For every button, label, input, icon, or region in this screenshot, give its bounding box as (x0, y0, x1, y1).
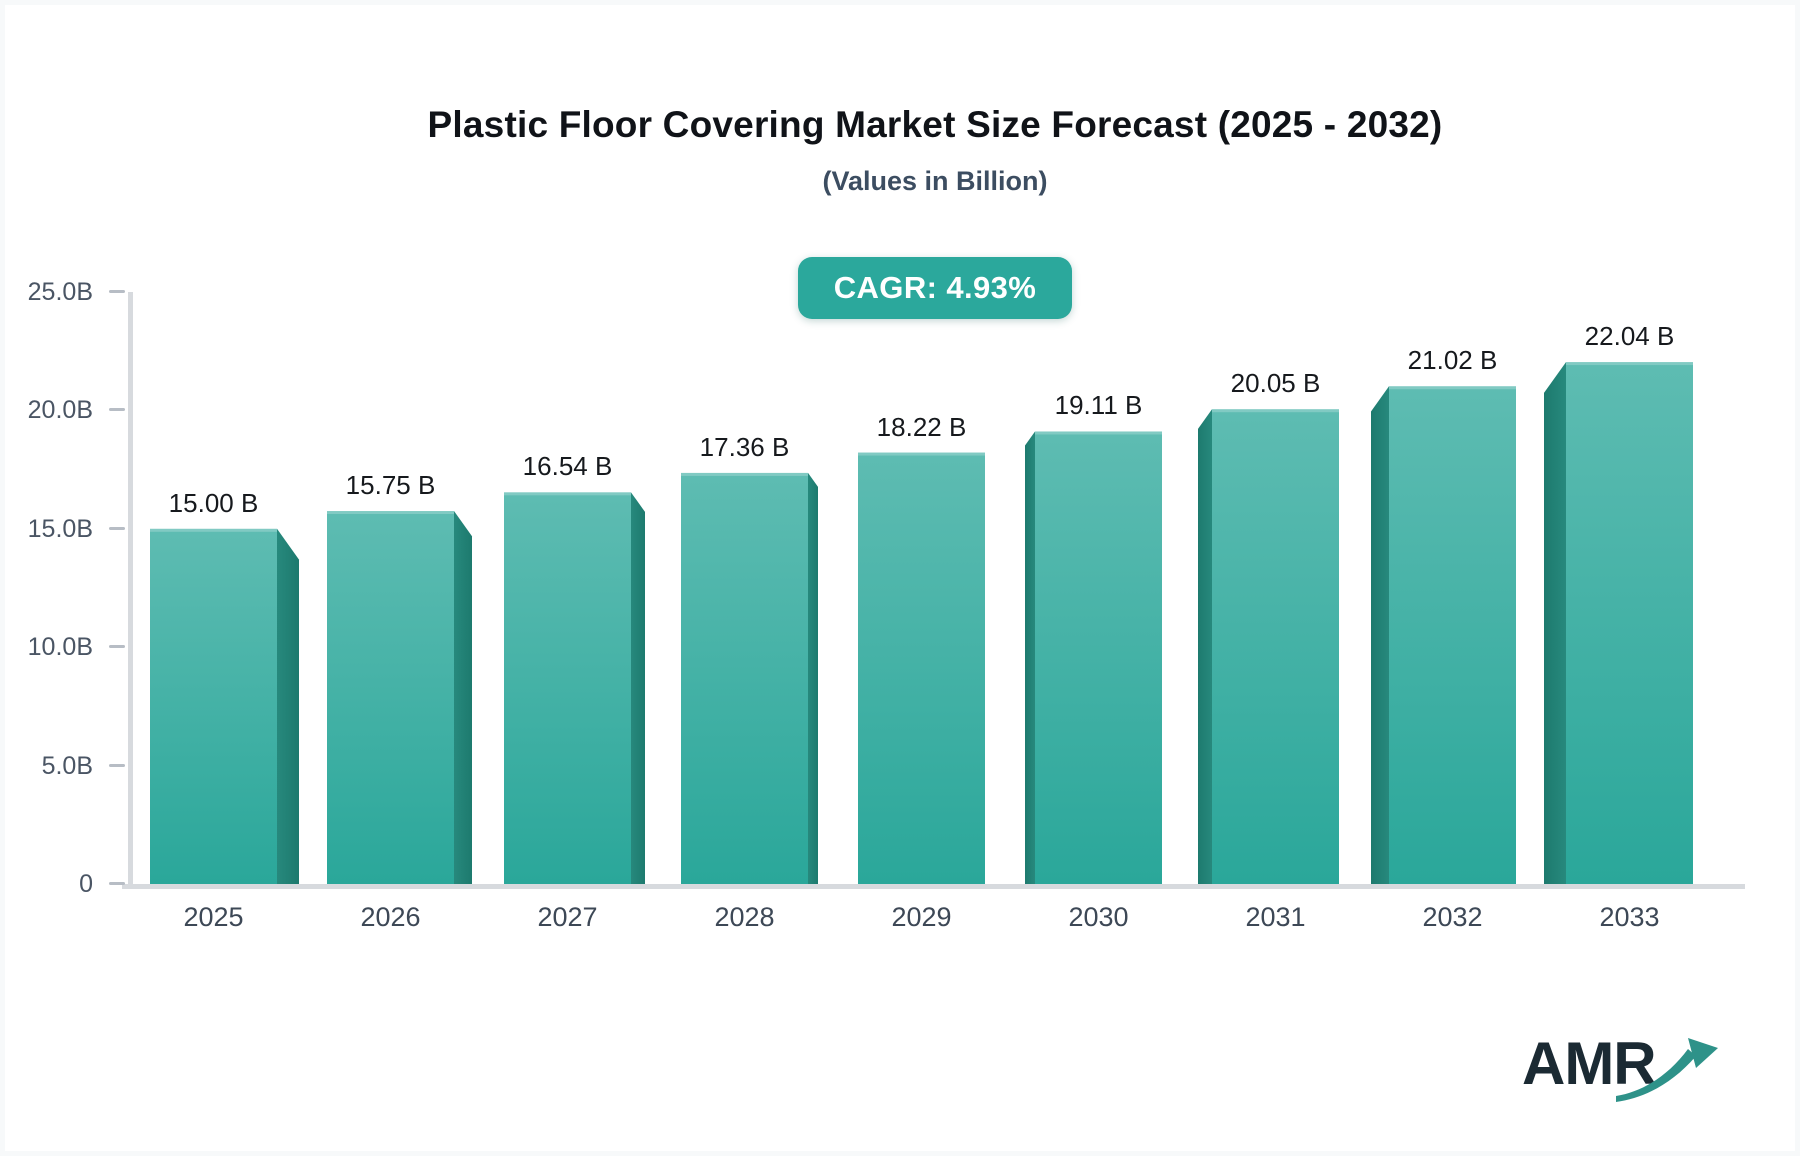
cagr-badge-wrap: CAGR: 4.93% (130, 257, 1740, 319)
x-axis-label: 2033 (1599, 902, 1660, 932)
bar-top-edge (858, 452, 985, 456)
plot-area: 0 5.0B 10.0B 15.0B 20.0B 25.0B 15.00 B 2025 15.7… (28, 278, 1745, 932)
y-axis-tick-dash (109, 882, 125, 885)
bar-front-face (1566, 362, 1693, 885)
trend-up-arrow-icon (1616, 1038, 1718, 1102)
bar-front-face (681, 472, 808, 884)
bar-2029 (858, 452, 985, 884)
bar-value-label: 17.36 B (699, 431, 790, 462)
amr-logo: AMR (1522, 1034, 1742, 1118)
bar-side-face (277, 528, 299, 884)
bar-value-label: 21.02 B (1407, 345, 1498, 376)
bar-top-edge (150, 528, 277, 532)
bar-top-edge (1566, 362, 1693, 366)
bar-side-face (1025, 431, 1035, 884)
bar-value-label: 22.04 B (1584, 321, 1675, 352)
y-axis-tick-label: 25.0B (27, 278, 93, 306)
bar-top-edge (1212, 409, 1339, 413)
x-axis-line (122, 884, 1745, 889)
bar-side-face (1198, 409, 1212, 884)
bar-side-face (454, 511, 472, 884)
bar-2032 (1371, 386, 1516, 884)
y-axis-tick-label: 10.0B (27, 633, 93, 662)
bar-2031 (1198, 409, 1339, 884)
y-axis-tick-dash (109, 290, 125, 293)
bar-front-face (150, 528, 277, 884)
x-axis-label: 2031 (1245, 902, 1306, 932)
y-axis-tick-dash (109, 763, 125, 767)
amr-logo-text: AMR (1522, 1030, 1657, 1097)
bar-side-face (1371, 386, 1389, 884)
chart-title: Plastic Floor Covering Market Size Forec… (427, 104, 1443, 145)
bar-front-face (504, 492, 631, 884)
bar-value-label: 20.05 B (1230, 368, 1321, 399)
x-axis-label: 2032 (1422, 902, 1483, 932)
bar-front-face (327, 511, 454, 884)
bar-value-label: 15.75 B (345, 470, 436, 501)
bar-2030 (1025, 431, 1162, 884)
cagr-badge: CAGR: 4.93% (797, 257, 1073, 319)
x-axis-label: 2025 (183, 902, 244, 932)
bar-side-face (1544, 362, 1566, 885)
bar-2033 (1544, 362, 1693, 885)
x-axis-label: 2026 (360, 902, 421, 932)
y-axis-tick-label: 5.0B (41, 751, 93, 780)
bar-2026 (327, 511, 472, 884)
bar-2027 (504, 492, 645, 884)
chart-subtitle: (Values in Billion) (822, 166, 1048, 196)
x-axis-label: 2030 (1068, 902, 1129, 932)
bar-top-edge (504, 492, 631, 496)
bar-side-face (808, 472, 818, 884)
bar-value-label: 18.22 B (876, 411, 967, 442)
y-axis-tick-dash (109, 408, 125, 412)
x-axis-label: 2028 (714, 902, 775, 932)
bar-side-face (631, 492, 645, 884)
y-axis-line (128, 292, 133, 888)
bar-value-label: 19.11 B (1054, 390, 1143, 421)
bar-front-face (1035, 431, 1162, 884)
y-axis-tick-dash (109, 526, 125, 530)
bar-2025 (150, 528, 299, 884)
bar-front-face (1212, 409, 1339, 884)
y-axis-tick-label: 20.0B (27, 396, 93, 425)
bars-layer (150, 362, 1693, 885)
bar-top-edge (1389, 386, 1516, 390)
y-axis-tick-dash (109, 645, 125, 649)
y-axis-tick-label: 0 (79, 870, 93, 898)
bar-front-face (1389, 386, 1516, 884)
y-axis-tick-label: 15.0B (27, 514, 93, 543)
bar-2028 (681, 472, 818, 884)
bar-top-edge (681, 472, 808, 476)
bar-value-label: 16.54 B (522, 451, 613, 482)
bar-front-face (858, 452, 985, 884)
bar-value-label: 15.00 B (168, 487, 259, 518)
x-axis-label: 2029 (891, 902, 952, 932)
bar-top-edge (327, 511, 454, 515)
x-axis-label: 2027 (537, 902, 598, 932)
bar-top-edge (1035, 431, 1162, 435)
